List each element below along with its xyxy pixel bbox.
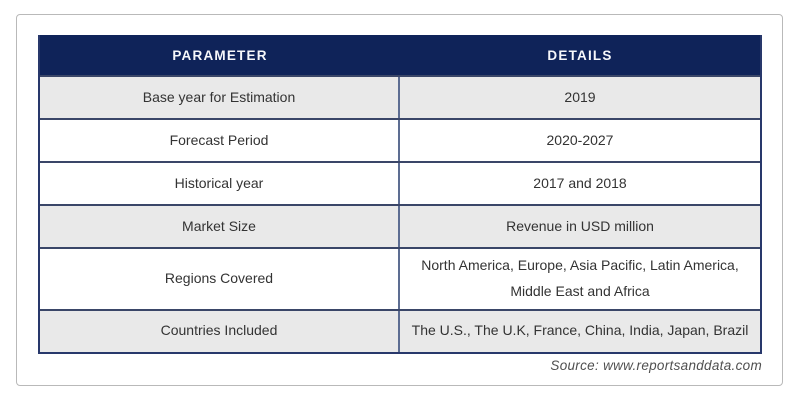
table-row: Historical year 2017 and 2018 [40, 161, 760, 204]
parameter-cell: Regions Covered [40, 249, 400, 309]
parameter-cell: Countries Included [40, 310, 400, 352]
source-attribution: Source: www.reportsanddata.com [550, 358, 762, 373]
table-row: Market Size Revenue in USD million [40, 204, 760, 247]
details-cell: 2017 and 2018 [533, 174, 627, 191]
details-cell: 2020-2027 [546, 131, 614, 148]
parameter-cell: Base year for Estimation [40, 77, 400, 118]
parameter-cell: Market Size [40, 206, 400, 247]
details-cell: The U.S., The U.K, France, China, India,… [411, 322, 749, 339]
report-scope-table: PARAMETER DETAILS Base year for Estimati… [38, 35, 762, 354]
header-details: DETAILS [547, 47, 613, 63]
parameter-cell: Forecast Period [40, 120, 400, 161]
table-row: Forecast Period 2020-2027 [40, 118, 760, 161]
details-cell: 2019 [564, 88, 596, 105]
table-header-row: PARAMETER DETAILS [40, 35, 760, 75]
table-row: Regions Covered North America, Europe, A… [40, 247, 760, 309]
parameter-cell: Historical year [40, 163, 400, 204]
table-row: Base year for Estimation 2019 [40, 75, 760, 118]
details-cell: North America, Europe, Asia Pacific, Lat… [421, 257, 739, 299]
details-cell: Revenue in USD million [506, 217, 654, 234]
header-parameter: PARAMETER [172, 47, 268, 63]
table-row: Countries Included The U.S., The U.K, Fr… [40, 308, 760, 352]
